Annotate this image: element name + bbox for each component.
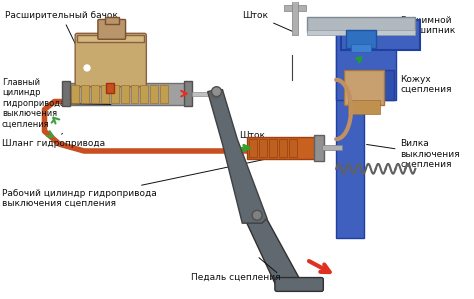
Bar	[292, 1, 298, 35]
Text: Рабочий цилиндр гидропривода
выключения сцепления: Рабочий цилиндр гидропривода выключения …	[2, 159, 264, 208]
Bar	[348, 100, 380, 115]
Bar	[322, 145, 342, 150]
Text: Вилка
выключения
сцепления: Вилка выключения сцепления	[366, 139, 460, 169]
Bar	[91, 85, 99, 103]
Bar	[279, 139, 287, 157]
Text: Кожух
сцепления: Кожух сцепления	[367, 75, 452, 94]
Bar	[111, 85, 118, 103]
Bar	[249, 139, 257, 157]
Circle shape	[211, 87, 221, 97]
Bar	[130, 85, 138, 103]
Bar	[121, 85, 128, 103]
Polygon shape	[208, 90, 267, 223]
Bar	[259, 139, 267, 157]
Text: Шток: Шток	[242, 10, 292, 31]
Bar	[105, 16, 118, 25]
Polygon shape	[242, 210, 301, 287]
Bar	[307, 16, 415, 32]
Circle shape	[84, 65, 90, 71]
Bar	[341, 20, 420, 50]
Bar	[71, 85, 79, 103]
Bar	[67, 83, 186, 105]
Circle shape	[252, 210, 262, 220]
Bar	[289, 139, 297, 157]
Bar	[192, 92, 210, 96]
Circle shape	[210, 89, 220, 99]
Bar	[160, 85, 168, 103]
Bar	[106, 83, 114, 93]
Text: Расширительный бачок: Расширительный бачок	[5, 10, 118, 65]
Bar	[307, 30, 415, 35]
Bar	[284, 5, 306, 10]
Text: Шланг гидропривода: Шланг гидропривода	[2, 133, 105, 148]
Bar	[346, 30, 376, 48]
Bar	[344, 70, 393, 100]
FancyBboxPatch shape	[98, 19, 126, 39]
Bar	[269, 139, 277, 157]
Bar	[62, 81, 70, 106]
Bar	[101, 85, 109, 103]
Text: Шток: Шток	[239, 131, 279, 147]
Bar	[81, 85, 89, 103]
Bar	[336, 30, 395, 100]
Bar	[344, 70, 383, 105]
Bar	[336, 30, 364, 238]
Text: Выжимной
подшипник: Выжимной подшипник	[393, 16, 456, 35]
FancyBboxPatch shape	[75, 33, 146, 87]
Text: Педаль сцепления: Педаль сцепления	[191, 273, 280, 282]
Bar	[77, 35, 145, 42]
Bar	[150, 85, 158, 103]
FancyBboxPatch shape	[275, 277, 323, 292]
Bar	[314, 135, 324, 161]
Bar	[140, 85, 148, 103]
Bar	[247, 137, 317, 159]
Bar	[184, 81, 192, 106]
Text: Главный
цилиндр
гидропривода
выключения
сцепления: Главный цилиндр гидропривода выключения …	[2, 78, 111, 128]
Bar	[351, 44, 371, 52]
